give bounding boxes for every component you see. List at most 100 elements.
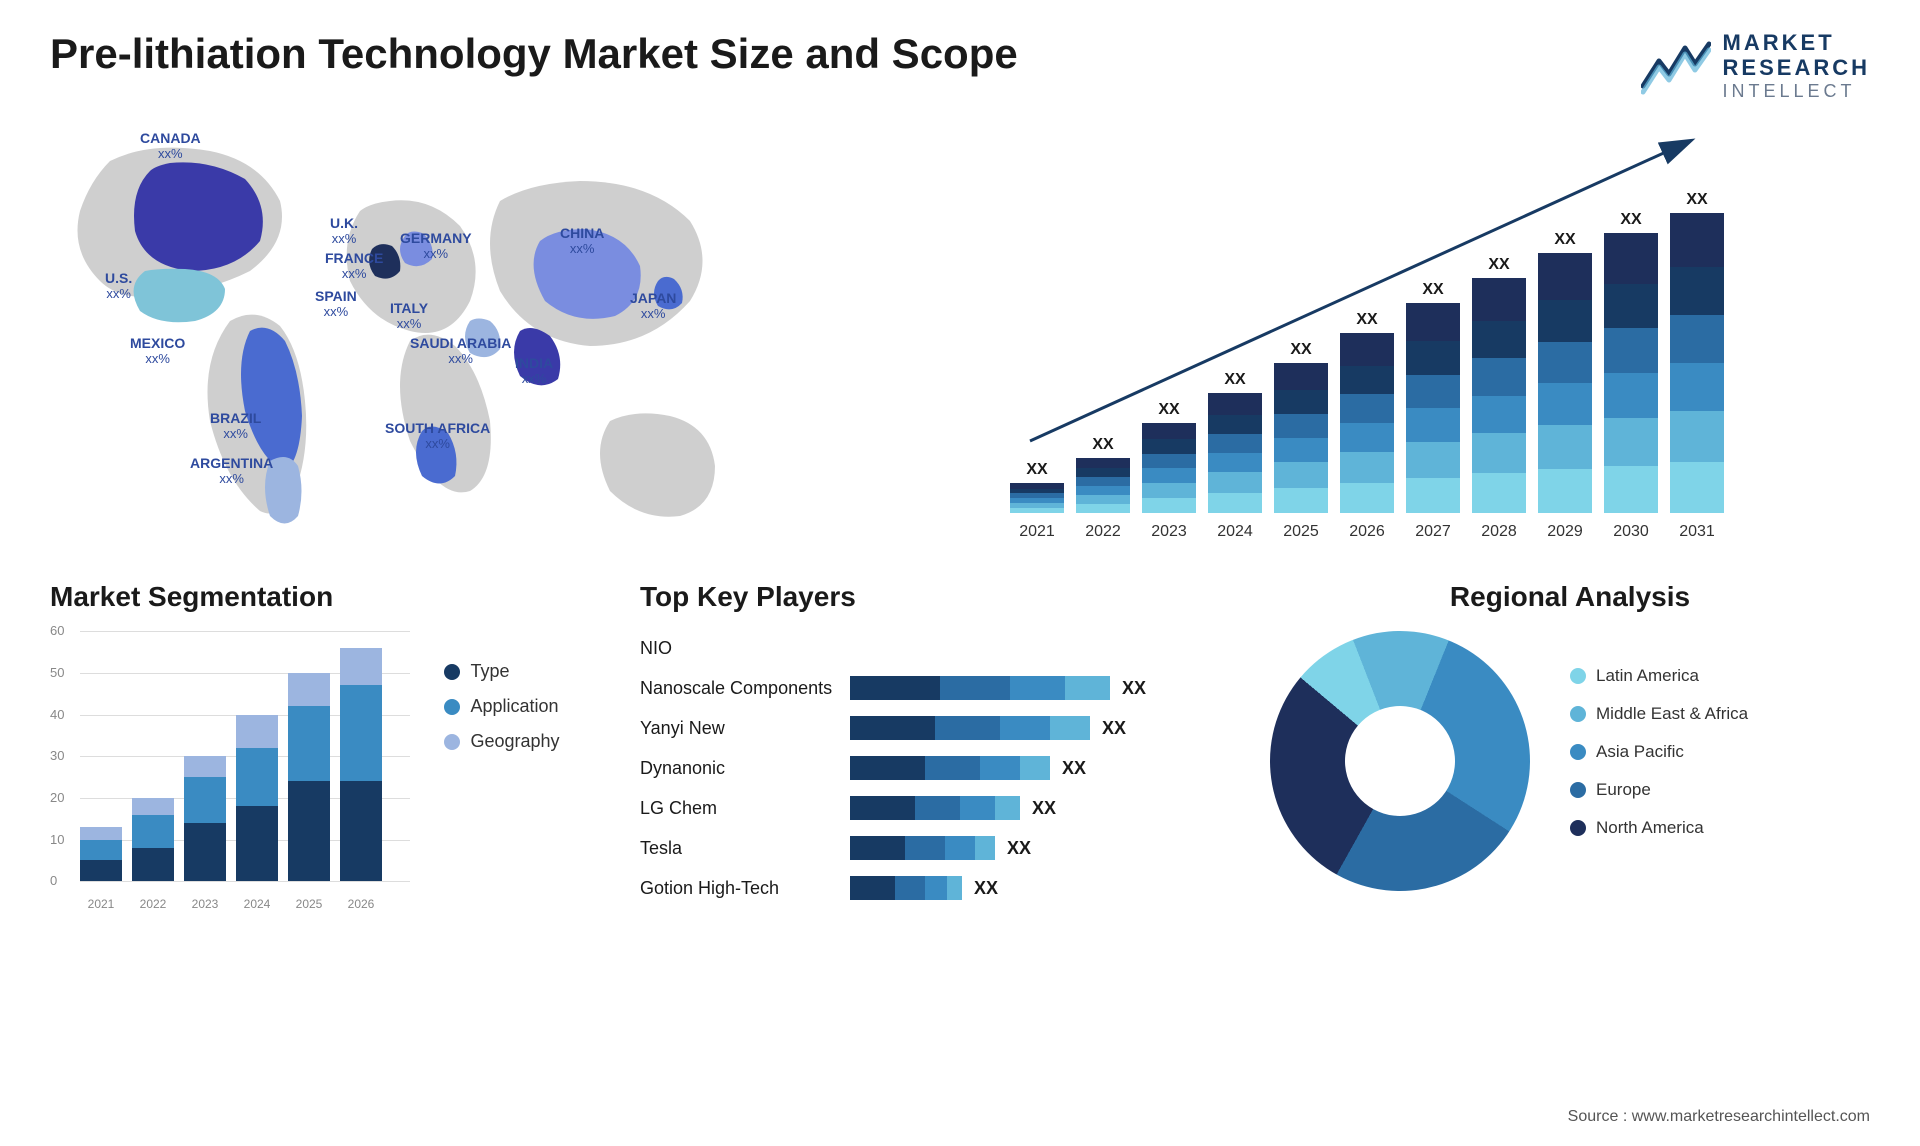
bar (1406, 303, 1460, 513)
bar-value-label: XX (1604, 211, 1658, 229)
seg-bar-segment (340, 648, 382, 686)
legend-item: Asia Pacific (1570, 742, 1748, 762)
legend-item: Latin America (1570, 666, 1748, 686)
map-label: JAPANxx% (630, 291, 676, 321)
map-label: ARGENTINAxx% (190, 456, 273, 486)
segmentation-title: Market Segmentation (50, 581, 610, 613)
legend-item: North America (1570, 818, 1748, 838)
player-bar (850, 716, 1090, 740)
bar (1472, 278, 1526, 513)
map-label: INDIAxx% (515, 356, 553, 386)
bar-value-label: XX (1406, 281, 1460, 299)
seg-bar-segment (132, 815, 174, 848)
seg-bar-segment (340, 781, 382, 881)
player-bar (850, 676, 1110, 700)
bar (1538, 253, 1592, 513)
seg-bar-segment (288, 673, 330, 706)
seg-bar-segment (340, 685, 382, 781)
seg-year-label: 2024 (236, 897, 278, 911)
seg-bar-segment (80, 860, 122, 881)
bar-value-label: XX (1274, 341, 1328, 359)
seg-year-label: 2023 (184, 897, 226, 911)
world-map (50, 121, 950, 541)
seg-year-label: 2021 (80, 897, 122, 911)
player-bar (850, 756, 1050, 780)
bar (1670, 213, 1724, 513)
map-label: BRAZILxx% (210, 411, 261, 441)
bar (1208, 393, 1262, 513)
player-value: XX (974, 878, 998, 899)
bar-year-label: 2029 (1538, 523, 1592, 541)
regional-donut (1217, 578, 1583, 944)
segmentation-chart: 0102030405060202120222023202420252026 (50, 631, 410, 911)
players-panel: Top Key Players NIONanoscale ComponentsX… (640, 581, 1240, 911)
bar-value-label: XX (1538, 231, 1592, 249)
player-name: LG Chem (640, 798, 850, 819)
players-title: Top Key Players (640, 581, 1240, 613)
legend-item: Type (444, 661, 559, 682)
player-bar (850, 796, 1020, 820)
bar-year-label: 2021 (1010, 523, 1064, 541)
legend-item: Application (444, 696, 559, 717)
map-label: SAUDI ARABIAxx% (410, 336, 511, 366)
player-name: Gotion High-Tech (640, 878, 850, 899)
seg-bar-segment (288, 706, 330, 781)
bar-year-label: 2022 (1076, 523, 1130, 541)
bar-value-label: XX (1208, 371, 1262, 389)
player-value: XX (1102, 718, 1126, 739)
seg-bar-segment (236, 748, 278, 806)
segmentation-panel: Market Segmentation 01020304050602021202… (50, 581, 610, 911)
seg-year-label: 2022 (132, 897, 174, 911)
player-bar (850, 876, 962, 900)
player-row: Gotion High-Tech XX (640, 871, 1240, 905)
seg-bar-segment (288, 781, 330, 881)
bar-value-label: XX (1670, 191, 1724, 209)
map-label: MEXICOxx% (130, 336, 185, 366)
logo: MARKET RESEARCH INTELLECT (1641, 30, 1870, 101)
player-name: Yanyi New (640, 718, 850, 739)
player-name: Tesla (640, 838, 850, 859)
regional-title: Regional Analysis (1270, 581, 1870, 613)
bar-value-label: XX (1142, 401, 1196, 419)
bar-year-label: 2026 (1340, 523, 1394, 541)
player-name: Nanoscale Components (640, 678, 850, 699)
segmentation-legend: TypeApplicationGeography (444, 661, 559, 766)
seg-year-label: 2025 (288, 897, 330, 911)
map-label: SPAINxx% (315, 289, 357, 319)
main-bar-chart: 2021XX2022XX2023XX2024XX2025XX2026XX2027… (990, 121, 1870, 541)
bar (1010, 483, 1064, 513)
world-map-panel: CANADAxx%U.S.xx%MEXICOxx%BRAZILxx%ARGENT… (50, 121, 950, 541)
seg-bar-segment (236, 806, 278, 881)
bar (1274, 363, 1328, 513)
legend-item: Europe (1570, 780, 1748, 800)
seg-bar-segment (184, 823, 226, 881)
seg-bar-segment (184, 777, 226, 823)
player-value: XX (1007, 838, 1031, 859)
map-label: SOUTH AFRICAxx% (385, 421, 490, 451)
legend-item: Middle East & Africa (1570, 704, 1748, 724)
player-row: DynanonicXX (640, 751, 1240, 785)
seg-bar-segment (80, 840, 122, 861)
bar-year-label: 2030 (1604, 523, 1658, 541)
bar (1340, 333, 1394, 513)
bar-year-label: 2027 (1406, 523, 1460, 541)
player-value: XX (1062, 758, 1086, 779)
bar-value-label: XX (1472, 256, 1526, 274)
bar-year-label: 2031 (1670, 523, 1724, 541)
map-label: U.K.xx% (330, 216, 358, 246)
page-title: Pre-lithiation Technology Market Size an… (50, 30, 1018, 78)
source-label: Source : www.marketresearchintellect.com (1568, 1108, 1870, 1126)
map-label: GERMANYxx% (400, 231, 472, 261)
bar (1604, 233, 1658, 513)
logo-icon (1641, 36, 1711, 96)
player-value: XX (1032, 798, 1056, 819)
seg-bar-segment (132, 798, 174, 815)
bar-value-label: XX (1076, 436, 1130, 454)
map-label: FRANCExx% (325, 251, 383, 281)
player-row: Tesla XX (640, 831, 1240, 865)
player-row: Nanoscale ComponentsXX (640, 671, 1240, 705)
map-label: CHINAxx% (560, 226, 604, 256)
seg-bar-segment (184, 756, 226, 777)
bar (1142, 423, 1196, 513)
seg-bar-segment (236, 715, 278, 748)
